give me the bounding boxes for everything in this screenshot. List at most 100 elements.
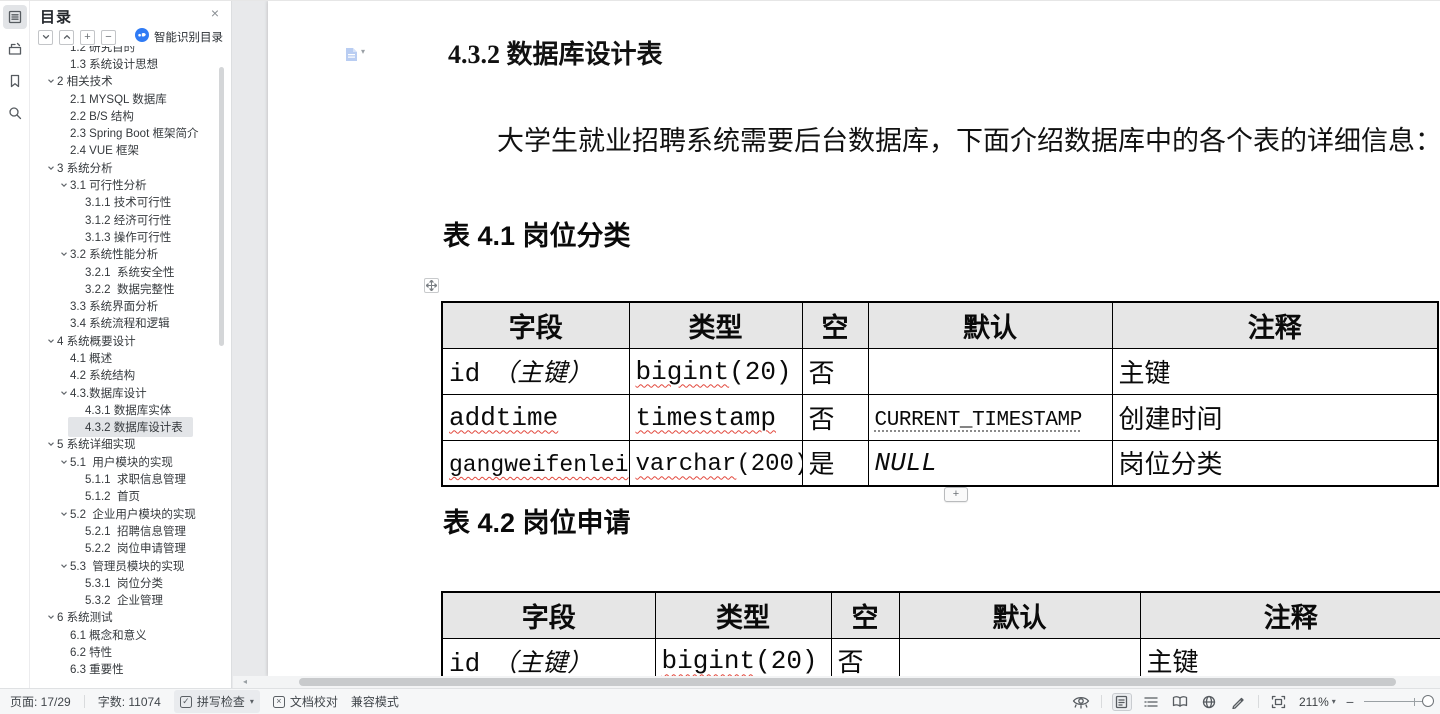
share-tag-rail-button[interactable] — [3, 37, 27, 61]
toc-item[interactable]: 5.1.1 求职信息管理 — [30, 470, 231, 487]
toc-item[interactable]: 3 系统分析 — [30, 159, 231, 176]
chevron-down-icon[interactable] — [58, 250, 70, 258]
outline-view-button[interactable] — [1141, 693, 1161, 711]
toc-item[interactable]: 5.2 企业用户模块的实现 — [30, 505, 231, 522]
toc-item[interactable]: 6 系统测试 — [30, 609, 231, 626]
table-cell[interactable]: addtime — [441, 393, 630, 441]
toc-item[interactable]: 6.2 特性 — [30, 643, 231, 660]
smart-toc-button[interactable]: 智能识别目录 — [135, 27, 223, 47]
toc-item[interactable]: 2.1 MYSQL 数据库 — [30, 90, 231, 107]
spell-check-button[interactable]: ✓ 拼写检查 ▾ — [173, 690, 260, 713]
toc-item[interactable]: 4.2 系统结构 — [30, 367, 231, 384]
chevron-down-icon[interactable] — [58, 458, 70, 466]
toc-item[interactable]: 1.3 系统设计思想 — [30, 55, 231, 72]
table-cell[interactable]: varchar(200) — [628, 439, 803, 487]
zoom-out-button[interactable]: − — [1345, 693, 1354, 710]
toc-item[interactable]: 3.1 可行性分析 — [30, 176, 231, 193]
table-caption[interactable]: 表 4.2 岗位申请 — [443, 508, 631, 538]
toc-item[interactable]: 6.1 概念和意义 — [30, 626, 231, 643]
toc-item[interactable]: 1.2 研究目的 — [30, 46, 231, 55]
word-count[interactable]: 字数: 11074 — [97, 695, 161, 709]
chevron-down-icon[interactable] — [58, 181, 70, 189]
body-paragraph[interactable]: 大学生就业招聘系统需要后台数据库，下面介绍数据库中的各个表的详细信息： — [497, 126, 1440, 156]
collapse-all-button[interactable]: − — [101, 29, 116, 45]
paragraph-ai-menu[interactable]: ▾ — [345, 47, 365, 67]
table-caption[interactable]: 表 4.1 岗位分类 — [443, 221, 631, 251]
table-cell[interactable]: 主键 — [1139, 637, 1440, 676]
collapse-item-button[interactable] — [38, 29, 53, 45]
table-cell[interactable]: 是 — [801, 439, 869, 487]
section-heading[interactable]: 4.3.2 数据库设计表 — [448, 40, 663, 69]
toc-item[interactable]: 4.3.2 数据库设计表 — [30, 417, 231, 438]
toc-item[interactable]: 4.3.1 数据库实体 — [30, 401, 231, 418]
toc-item[interactable]: 3.4 系统流程和逻辑 — [30, 315, 231, 332]
table-cell[interactable]: id （主键） — [441, 347, 630, 395]
table-cell[interactable]: timestamp — [628, 393, 803, 441]
toc-item[interactable]: 5.2.1 招聘信息管理 — [30, 522, 231, 539]
toc-item[interactable]: 2.2 B/S 结构 — [30, 107, 231, 124]
expand-all-button[interactable]: + — [80, 29, 95, 45]
toc-item[interactable]: 4.1 概述 — [30, 349, 231, 366]
table-cell[interactable]: NULL — [867, 439, 1113, 487]
table-header-cell[interactable]: 类型 — [628, 301, 803, 349]
scroll-left-icon[interactable]: ◂ — [243, 677, 248, 686]
eye-protect-button[interactable] — [1071, 693, 1091, 711]
toc-item[interactable]: 3.3 系统界面分析 — [30, 297, 231, 314]
ink-pen-button[interactable] — [1228, 693, 1248, 711]
table-cell[interactable]: bigint(20) — [628, 347, 803, 395]
zoom-slider-track[interactable] — [1364, 700, 1434, 702]
add-row-button[interactable]: + — [944, 487, 968, 502]
toc-item[interactable]: 5.2.2 岗位申请管理 — [30, 540, 231, 557]
toc-item[interactable]: 4 系统概要设计 — [30, 332, 231, 349]
toc-item[interactable]: 5.3.1 岗位分类 — [30, 574, 231, 591]
toc-item[interactable]: 3.2.1 系统安全性 — [30, 263, 231, 280]
table-header-cell[interactable]: 字段 — [441, 591, 656, 639]
toc-item[interactable]: 2.3 Spring Boot 框架简介 — [30, 124, 231, 141]
table-cell[interactable] — [867, 347, 1113, 395]
chevron-down-icon[interactable] — [45, 77, 57, 85]
chevron-down-icon[interactable] — [58, 562, 70, 570]
toc-item[interactable]: 3.2 系统性能分析 — [30, 246, 231, 263]
toc-item[interactable]: 5.3.2 企业管理 — [30, 592, 231, 609]
compat-mode-label[interactable]: 兼容模式 — [350, 695, 399, 709]
table-header-cell[interactable]: 默认 — [898, 591, 1141, 639]
toc-item[interactable]: 2.4 VUE 框架 — [30, 142, 231, 159]
table-cell[interactable]: bigint(20) — [654, 637, 832, 676]
toc-item[interactable]: 3.1.1 技术可行性 — [30, 194, 231, 211]
table-cell[interactable] — [898, 637, 1141, 676]
chevron-down-icon[interactable] — [45, 164, 57, 172]
table-header-cell[interactable]: 空 — [830, 591, 900, 639]
bookmark-rail-button[interactable] — [3, 69, 27, 93]
chevron-down-icon[interactable] — [58, 389, 70, 397]
search-rail-button[interactable] — [3, 101, 27, 125]
toc-item[interactable]: 6.3 重要性 — [30, 661, 231, 678]
table-cell[interactable]: id （主键） — [441, 637, 656, 676]
expand-item-button[interactable] — [59, 29, 74, 45]
table-move-handle[interactable] — [424, 278, 439, 293]
table-header-cell[interactable]: 类型 — [654, 591, 832, 639]
toc-item[interactable]: 4.3.数据库设计 — [30, 384, 231, 401]
table-cell[interactable]: 否 — [801, 393, 869, 441]
table-cell[interactable]: CURRENT_TIMESTAMP — [867, 393, 1113, 441]
chevron-down-icon[interactable] — [45, 613, 57, 621]
horizontal-scrollbar-thumb[interactable] — [299, 678, 1396, 686]
doc-proof-button[interactable]: × 文档校对 — [272, 693, 338, 710]
toc-item[interactable]: 5.3 管理员模块的实现 — [30, 557, 231, 574]
table-header-cell[interactable]: 注释 — [1139, 591, 1440, 639]
page-indicator[interactable]: 页面: 17/29 — [10, 695, 71, 709]
toc-item[interactable]: 3.2.2 数据完整性 — [30, 280, 231, 297]
table-header-cell[interactable]: 字段 — [441, 301, 630, 349]
toc-item[interactable]: 3.1.2 经济可行性 — [30, 211, 231, 228]
toc-item[interactable]: 2 相关技术 — [30, 73, 231, 90]
toc-item[interactable]: 3.1.3 操作可行性 — [30, 228, 231, 245]
close-icon[interactable]: × — [210, 5, 219, 21]
zoom-slider[interactable] — [1364, 695, 1434, 709]
chevron-down-icon[interactable] — [45, 440, 57, 448]
table-header-cell[interactable]: 空 — [801, 301, 869, 349]
chevron-down-icon[interactable] — [45, 337, 57, 345]
table-cell[interactable]: 岗位分类 — [1111, 439, 1439, 487]
table-cell[interactable]: 主键 — [1111, 347, 1439, 395]
web-view-button[interactable] — [1199, 693, 1219, 711]
table-header-cell[interactable]: 默认 — [867, 301, 1113, 349]
toc-scrollbar-thumb[interactable] — [219, 67, 224, 346]
